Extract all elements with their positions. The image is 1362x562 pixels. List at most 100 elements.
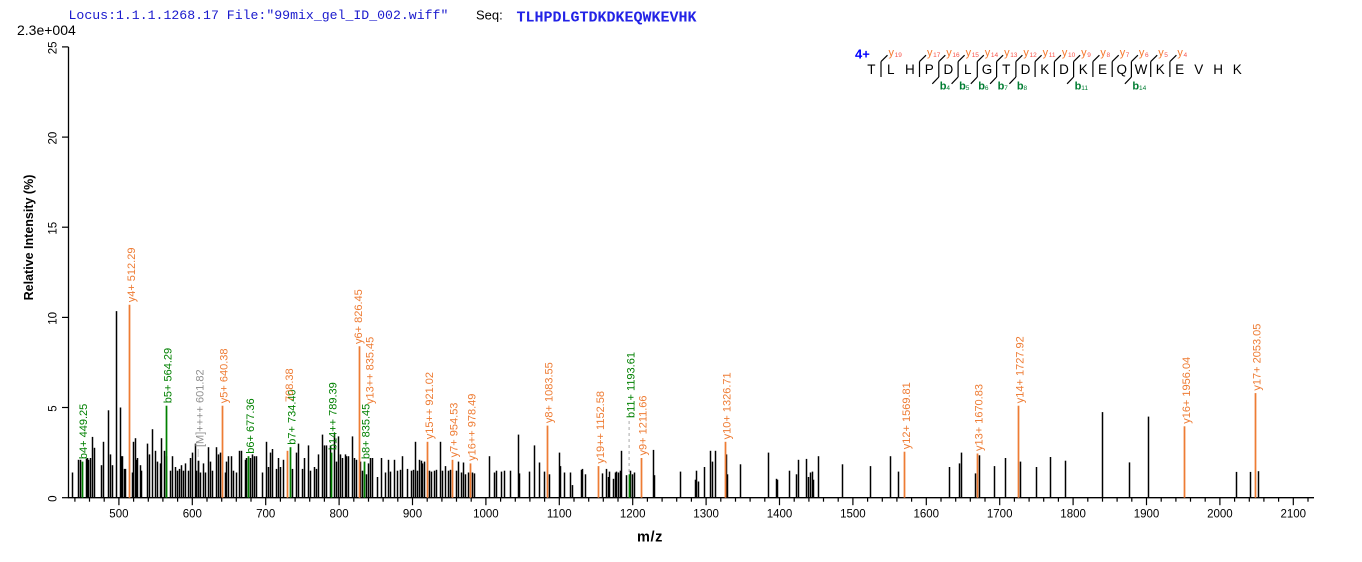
svg-text:Q: Q — [1117, 62, 1128, 77]
svg-text:10: 10 — [1068, 52, 1076, 59]
svg-text:7: 7 — [1004, 85, 1008, 92]
svg-text:L: L — [887, 62, 895, 77]
svg-text:20: 20 — [48, 132, 60, 145]
svg-text:2000: 2000 — [1207, 509, 1233, 521]
svg-text:900: 900 — [403, 509, 422, 521]
svg-text:6: 6 — [1145, 52, 1149, 59]
svg-text:y: y — [1120, 47, 1126, 59]
svg-text:y10+ 1326.71: y10+ 1326.71 — [722, 372, 734, 439]
svg-text:L: L — [964, 62, 972, 77]
svg-text:1700: 1700 — [987, 509, 1013, 521]
svg-text:5: 5 — [48, 405, 60, 411]
svg-text:b: b — [1017, 81, 1024, 93]
svg-text:y13+ 1670.83: y13+ 1670.83 — [974, 384, 986, 451]
svg-text:E: E — [1098, 62, 1107, 77]
svg-text:D: D — [1059, 62, 1069, 77]
svg-text:16: 16 — [952, 52, 960, 59]
svg-text:1900: 1900 — [1134, 509, 1160, 521]
svg-text:y13++ 835.45: y13++ 835.45 — [365, 337, 377, 404]
svg-text:P: P — [925, 62, 934, 77]
svg-text:y15++ 921.02: y15++ 921.02 — [424, 372, 436, 439]
svg-text:D: D — [944, 62, 954, 77]
svg-text:y: y — [1081, 47, 1087, 59]
svg-text:y: y — [1177, 47, 1183, 59]
svg-text:y: y — [966, 47, 972, 59]
svg-text:y: y — [889, 47, 895, 59]
svg-text:y6+ 826.45: y6+ 826.45 — [353, 289, 365, 344]
svg-text:y: y — [1158, 47, 1164, 59]
svg-text:1000: 1000 — [473, 509, 499, 521]
svg-text:25: 25 — [48, 42, 60, 55]
svg-text:y17+ 2053.05: y17+ 2053.05 — [1252, 324, 1264, 391]
svg-text:y14+ 1727.92: y14+ 1727.92 — [1015, 336, 1027, 403]
svg-text:y4+ 512.29: y4+ 512.29 — [126, 248, 138, 303]
svg-text:7: 7 — [1126, 52, 1130, 59]
svg-text:11: 11 — [1081, 85, 1088, 92]
svg-text:Seq:: Seq: — [476, 8, 503, 23]
svg-text:4+: 4+ — [855, 47, 870, 62]
svg-text:y16+ 1956.04: y16+ 1956.04 — [1181, 357, 1193, 424]
svg-text:11: 11 — [1049, 52, 1056, 59]
svg-text:H: H — [1213, 62, 1223, 77]
svg-text:y9+ 1211.66: y9+ 1211.66 — [637, 395, 649, 455]
svg-text:[M]++++ 601.82: [M]++++ 601.82 — [194, 369, 206, 447]
svg-text:b14++ 789.39: b14++ 789.39 — [328, 382, 340, 450]
svg-text:m/z: m/z — [637, 529, 663, 545]
svg-text:800: 800 — [330, 509, 349, 521]
svg-text:b11+ 1193.61: b11+ 1193.61 — [625, 352, 637, 418]
svg-text:15: 15 — [48, 222, 60, 235]
svg-text:y: y — [985, 47, 991, 59]
svg-text:1400: 1400 — [767, 509, 793, 521]
svg-text:b6+ 677.36: b6+ 677.36 — [245, 398, 257, 453]
svg-text:Locus:1.1.1.1268.17 File:"99mi: Locus:1.1.1.1268.17 File:"99mix_gel_ID_0… — [69, 8, 449, 23]
svg-text:0: 0 — [48, 495, 60, 501]
svg-text:y16++ 978.49: y16++ 978.49 — [466, 394, 478, 461]
svg-text:700: 700 — [256, 509, 275, 521]
svg-text:500: 500 — [109, 509, 128, 521]
svg-text:b: b — [1132, 81, 1139, 93]
svg-text:y: y — [1062, 47, 1068, 59]
svg-text:K: K — [1079, 62, 1088, 77]
svg-text:b4+ 449.25: b4+ 449.25 — [78, 404, 90, 459]
svg-text:y7+ 954.53: y7+ 954.53 — [449, 403, 461, 458]
svg-text:1100: 1100 — [547, 509, 572, 521]
svg-text:b: b — [959, 81, 966, 93]
svg-text:V: V — [1194, 62, 1203, 77]
svg-text:15: 15 — [972, 52, 980, 59]
svg-text:Relative Intensity (%): Relative Intensity (%) — [22, 175, 36, 301]
svg-text:5: 5 — [1164, 52, 1168, 59]
svg-text:13: 13 — [1010, 52, 1018, 59]
svg-text:y: y — [1023, 47, 1029, 59]
svg-text:10: 10 — [48, 312, 60, 325]
svg-text:T: T — [1002, 62, 1010, 77]
svg-text:14: 14 — [1139, 85, 1147, 92]
svg-text:E: E — [1175, 62, 1184, 77]
svg-text:K: K — [1040, 62, 1049, 77]
svg-text:W: W — [1135, 62, 1148, 77]
svg-text:17: 17 — [933, 52, 941, 59]
svg-text:4: 4 — [946, 85, 950, 92]
svg-text:5: 5 — [966, 85, 970, 92]
svg-text:y: y — [927, 47, 933, 59]
svg-text:K: K — [1156, 62, 1165, 77]
svg-text:b: b — [978, 81, 985, 93]
svg-text:K: K — [1233, 62, 1242, 77]
svg-text:b: b — [940, 81, 947, 93]
svg-text:19: 19 — [895, 52, 903, 59]
svg-text:2.3e+004: 2.3e+004 — [17, 22, 76, 38]
svg-text:1200: 1200 — [620, 509, 646, 521]
svg-text:2100: 2100 — [1281, 509, 1307, 521]
svg-text:8: 8 — [1024, 85, 1028, 92]
svg-text:12: 12 — [1030, 52, 1038, 59]
svg-text:y12+ 1569.81: y12+ 1569.81 — [901, 382, 913, 449]
svg-text:b: b — [1075, 81, 1082, 93]
svg-text:9: 9 — [1087, 52, 1091, 59]
svg-text:y: y — [1139, 47, 1145, 59]
svg-text:y8+ 1083.55: y8+ 1083.55 — [543, 362, 555, 423]
svg-text:1500: 1500 — [840, 509, 866, 521]
svg-text:y: y — [946, 47, 952, 59]
svg-text:b7+ 734.40: b7+ 734.40 — [287, 389, 299, 444]
svg-text:b8+ 835.45: b8+ 835.45 — [361, 404, 373, 459]
svg-text:708.38: 708.38 — [284, 368, 296, 402]
svg-text:1800: 1800 — [1060, 509, 1086, 521]
